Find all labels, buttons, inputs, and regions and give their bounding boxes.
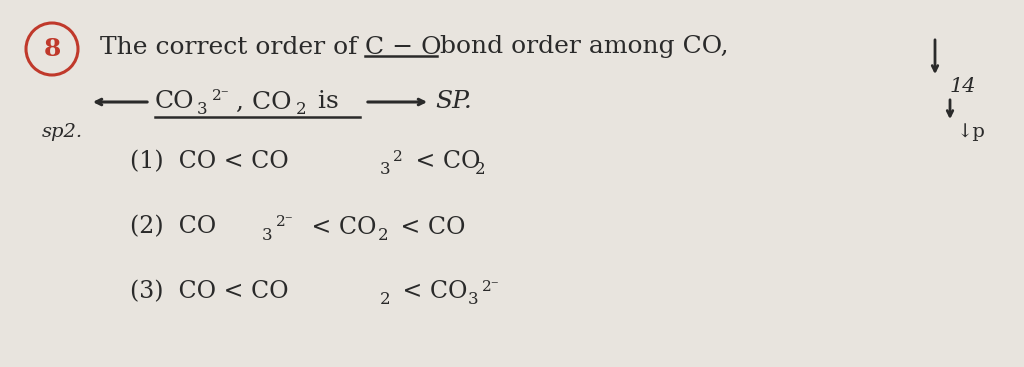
- Text: (3)  CO < CO: (3) CO < CO: [130, 280, 289, 304]
- Text: 3: 3: [197, 102, 208, 119]
- Text: 3: 3: [468, 291, 478, 309]
- Text: < CO: < CO: [393, 215, 466, 239]
- Text: 2: 2: [380, 291, 390, 309]
- Text: is: is: [310, 91, 339, 113]
- Text: < CO: < CO: [408, 150, 480, 174]
- Text: < CO: < CO: [304, 215, 377, 239]
- Text: < CO: < CO: [395, 280, 468, 304]
- Text: 3: 3: [380, 161, 390, 178]
- Text: (2)  CO: (2) CO: [130, 215, 216, 239]
- Text: , CO: , CO: [236, 91, 292, 113]
- Text: The correct order of: The correct order of: [100, 36, 357, 58]
- Text: 2: 2: [475, 161, 485, 178]
- Text: 2: 2: [378, 226, 389, 243]
- Text: 3: 3: [262, 226, 272, 243]
- Text: SP.: SP.: [435, 91, 472, 113]
- Text: CO: CO: [155, 91, 195, 113]
- Text: 2: 2: [296, 102, 306, 119]
- Text: (1)  CO < CO: (1) CO < CO: [130, 150, 289, 174]
- Text: C − O: C − O: [365, 36, 441, 58]
- Text: 2⁻: 2⁻: [212, 89, 229, 103]
- Text: 2⁻: 2⁻: [482, 280, 500, 294]
- Text: bond order among CO,: bond order among CO,: [440, 36, 729, 58]
- Text: 2: 2: [393, 150, 402, 164]
- Text: 2⁻: 2⁻: [276, 215, 294, 229]
- Text: sp2.: sp2.: [42, 123, 83, 141]
- Text: 8: 8: [43, 37, 60, 61]
- Text: ↓p: ↓p: [957, 123, 986, 141]
- Text: 14: 14: [950, 77, 977, 97]
